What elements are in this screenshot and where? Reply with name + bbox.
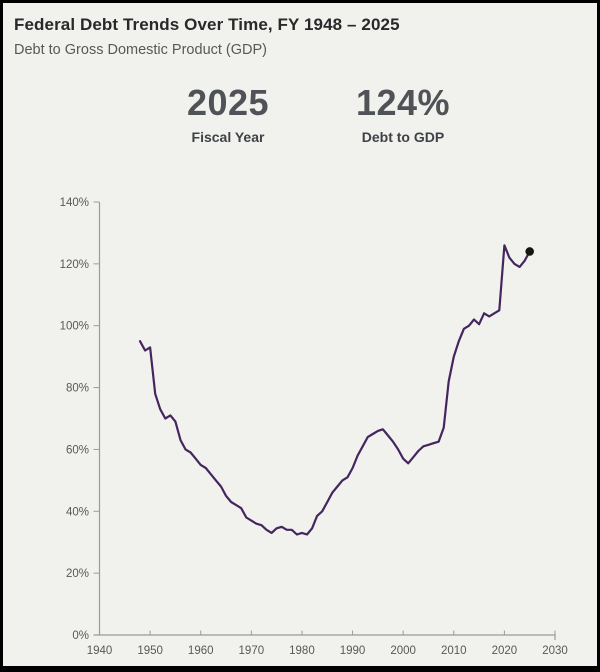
y-tick-label: 20% xyxy=(66,568,89,580)
x-tick-label: 1970 xyxy=(239,645,265,657)
x-tick-label: 2030 xyxy=(542,645,568,657)
debt-to-gdp-stat: 124% Debt to GDP xyxy=(328,83,478,145)
latest-value-dot xyxy=(525,247,534,256)
y-tick-label: 80% xyxy=(66,383,89,395)
fiscal-year-label: Fiscal Year xyxy=(191,128,265,145)
page-title: Federal Debt Trends Over Time, FY 1948 –… xyxy=(14,15,400,34)
y-tick-label: 60% xyxy=(66,444,89,456)
debt-to-gdp-label: Debt to GDP xyxy=(361,128,445,145)
y-tick-label: 40% xyxy=(66,506,89,518)
x-tick-label: 2020 xyxy=(492,645,518,657)
fiscal-year-value: 2025 xyxy=(186,82,270,123)
x-tick-label: 2000 xyxy=(390,645,416,657)
y-tick-label: 100% xyxy=(60,321,89,333)
x-tick-label: 1960 xyxy=(188,645,214,657)
debt-to-gdp-value: 124% xyxy=(355,82,451,123)
fiscal-year-stat: 2025 Fiscal Year xyxy=(153,83,303,145)
y-tick-label: 120% xyxy=(60,259,89,271)
debt-trend-line-chart: 0% 20% 40% 60% 80% 100% 120% 140% 1940 1950 1960 19… xyxy=(60,197,568,657)
x-tick-label: 1980 xyxy=(289,645,315,657)
y-tick-label: 140% xyxy=(60,197,89,209)
debt-to-gdp-line xyxy=(138,244,531,536)
x-tick-label: 1990 xyxy=(340,645,366,657)
page-subtitle: Debt to Gross Domestic Product (GDP) xyxy=(14,42,268,58)
x-tick-label: 2010 xyxy=(441,645,467,657)
x-tick-label: 1940 xyxy=(87,645,113,657)
x-tick-label: 1950 xyxy=(137,645,163,657)
x-axis-line xyxy=(93,634,556,640)
y-tick-label: 0% xyxy=(72,630,89,642)
